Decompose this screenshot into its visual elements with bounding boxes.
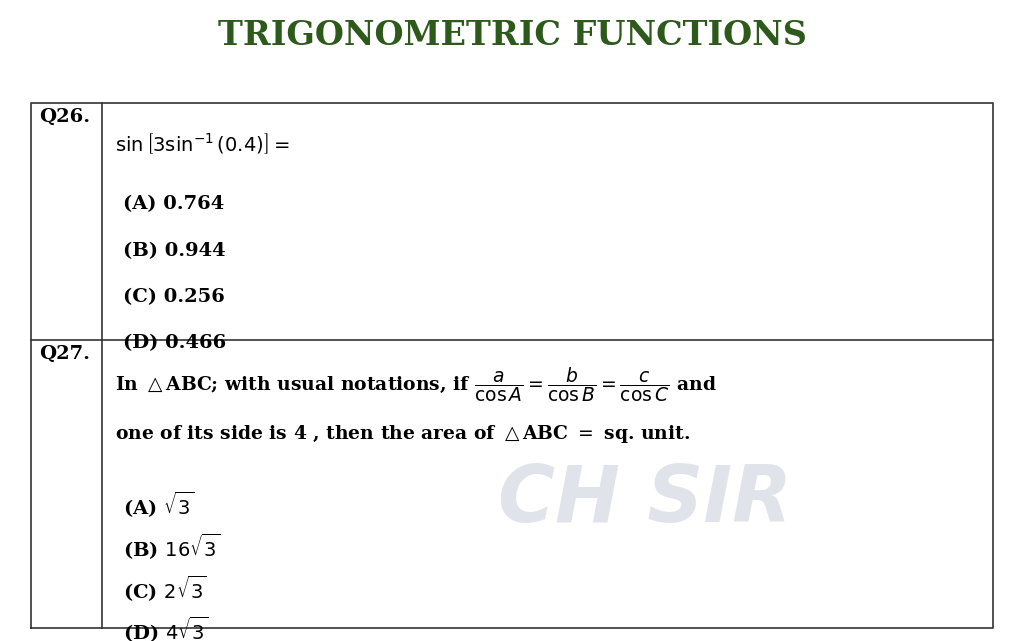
Text: Q26.: Q26. — [39, 108, 90, 126]
Text: (A) $\sqrt{3}$: (A) $\sqrt{3}$ — [123, 490, 194, 520]
Text: (D) $4\sqrt{3}$: (D) $4\sqrt{3}$ — [123, 615, 208, 641]
Text: (A) 0.764: (A) 0.764 — [123, 196, 224, 213]
Text: one of its side is 4 , then the area of $\triangle$ABC $=$ sq. unit.: one of its side is 4 , then the area of … — [115, 423, 690, 445]
Text: $\sin\left[3\sin^{-1}(0.4)\right] =$: $\sin\left[3\sin^{-1}(0.4)\right] =$ — [115, 131, 290, 156]
Text: Q27.: Q27. — [39, 345, 90, 363]
Text: (B) 0.944: (B) 0.944 — [123, 242, 225, 260]
Text: TRIGONOMETRIC FUNCTIONS: TRIGONOMETRIC FUNCTIONS — [217, 19, 807, 52]
Text: CH SIR: CH SIR — [498, 462, 793, 538]
Text: (B) $16\sqrt{3}$: (B) $16\sqrt{3}$ — [123, 532, 220, 562]
Text: (C) $2\sqrt{3}$: (C) $2\sqrt{3}$ — [123, 574, 207, 604]
Text: In $\triangle$ABC; with usual notations, if $\dfrac{a}{\cos A} = \dfrac{b}{\cos : In $\triangle$ABC; with usual notations,… — [115, 365, 717, 404]
Text: (D) 0.466: (D) 0.466 — [123, 334, 226, 352]
Text: (C) 0.256: (C) 0.256 — [123, 288, 224, 306]
